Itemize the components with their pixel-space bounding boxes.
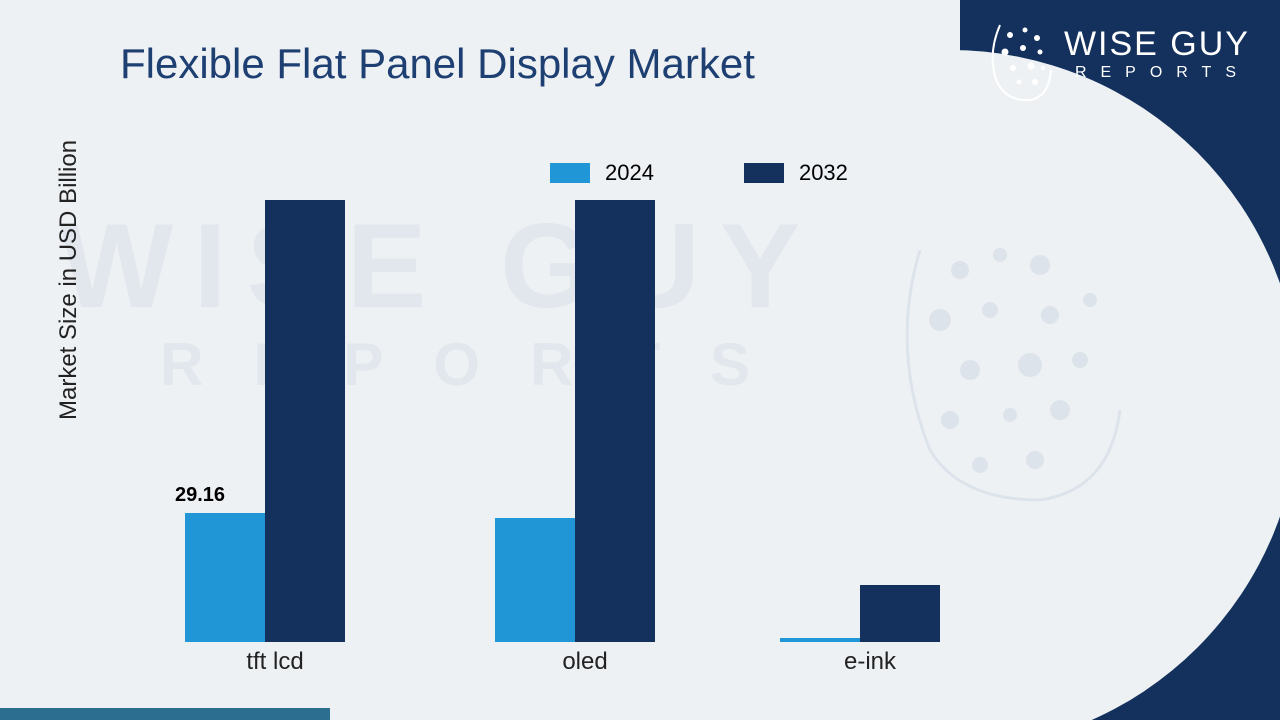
bar-tft_lcd-2024 <box>185 513 265 642</box>
bar-oled-2032 <box>575 200 655 642</box>
x-axis-label-e_ink: e-ink <box>780 648 960 676</box>
brand-head-icon <box>985 20 1055 105</box>
x-axis-label-tft_lcd: tft lcd <box>185 648 365 676</box>
x-axis-label-oled: oled <box>495 648 675 676</box>
bar-oled-2024 <box>495 518 575 642</box>
brand-logo: WISE GUY REPORTS <box>1064 25 1250 82</box>
bar-chart-plot: 29.16tft lcdolede-ink <box>120 200 960 642</box>
chart-title: Flexible Flat Panel Display Market <box>120 40 755 88</box>
legend-item-2024: 2024 <box>550 160 654 186</box>
bottom-strip <box>0 708 330 720</box>
legend: 2024 2032 <box>550 160 848 186</box>
brand-line2: REPORTS <box>1064 64 1250 82</box>
bar-e_ink-2024 <box>780 638 860 642</box>
brand-line1: WISE GUY <box>1064 25 1250 64</box>
legend-swatch-2024 <box>550 163 590 183</box>
bar-value-label: 29.16 <box>175 484 225 507</box>
legend-label-2032: 2032 <box>799 160 848 186</box>
bar-tft_lcd-2032 <box>265 200 345 642</box>
legend-swatch-2032 <box>744 163 784 183</box>
bar-e_ink-2032 <box>860 585 940 642</box>
legend-label-2024: 2024 <box>605 160 654 186</box>
y-axis-label: Market Size in USD Billion <box>55 140 83 420</box>
legend-item-2032: 2032 <box>744 160 848 186</box>
